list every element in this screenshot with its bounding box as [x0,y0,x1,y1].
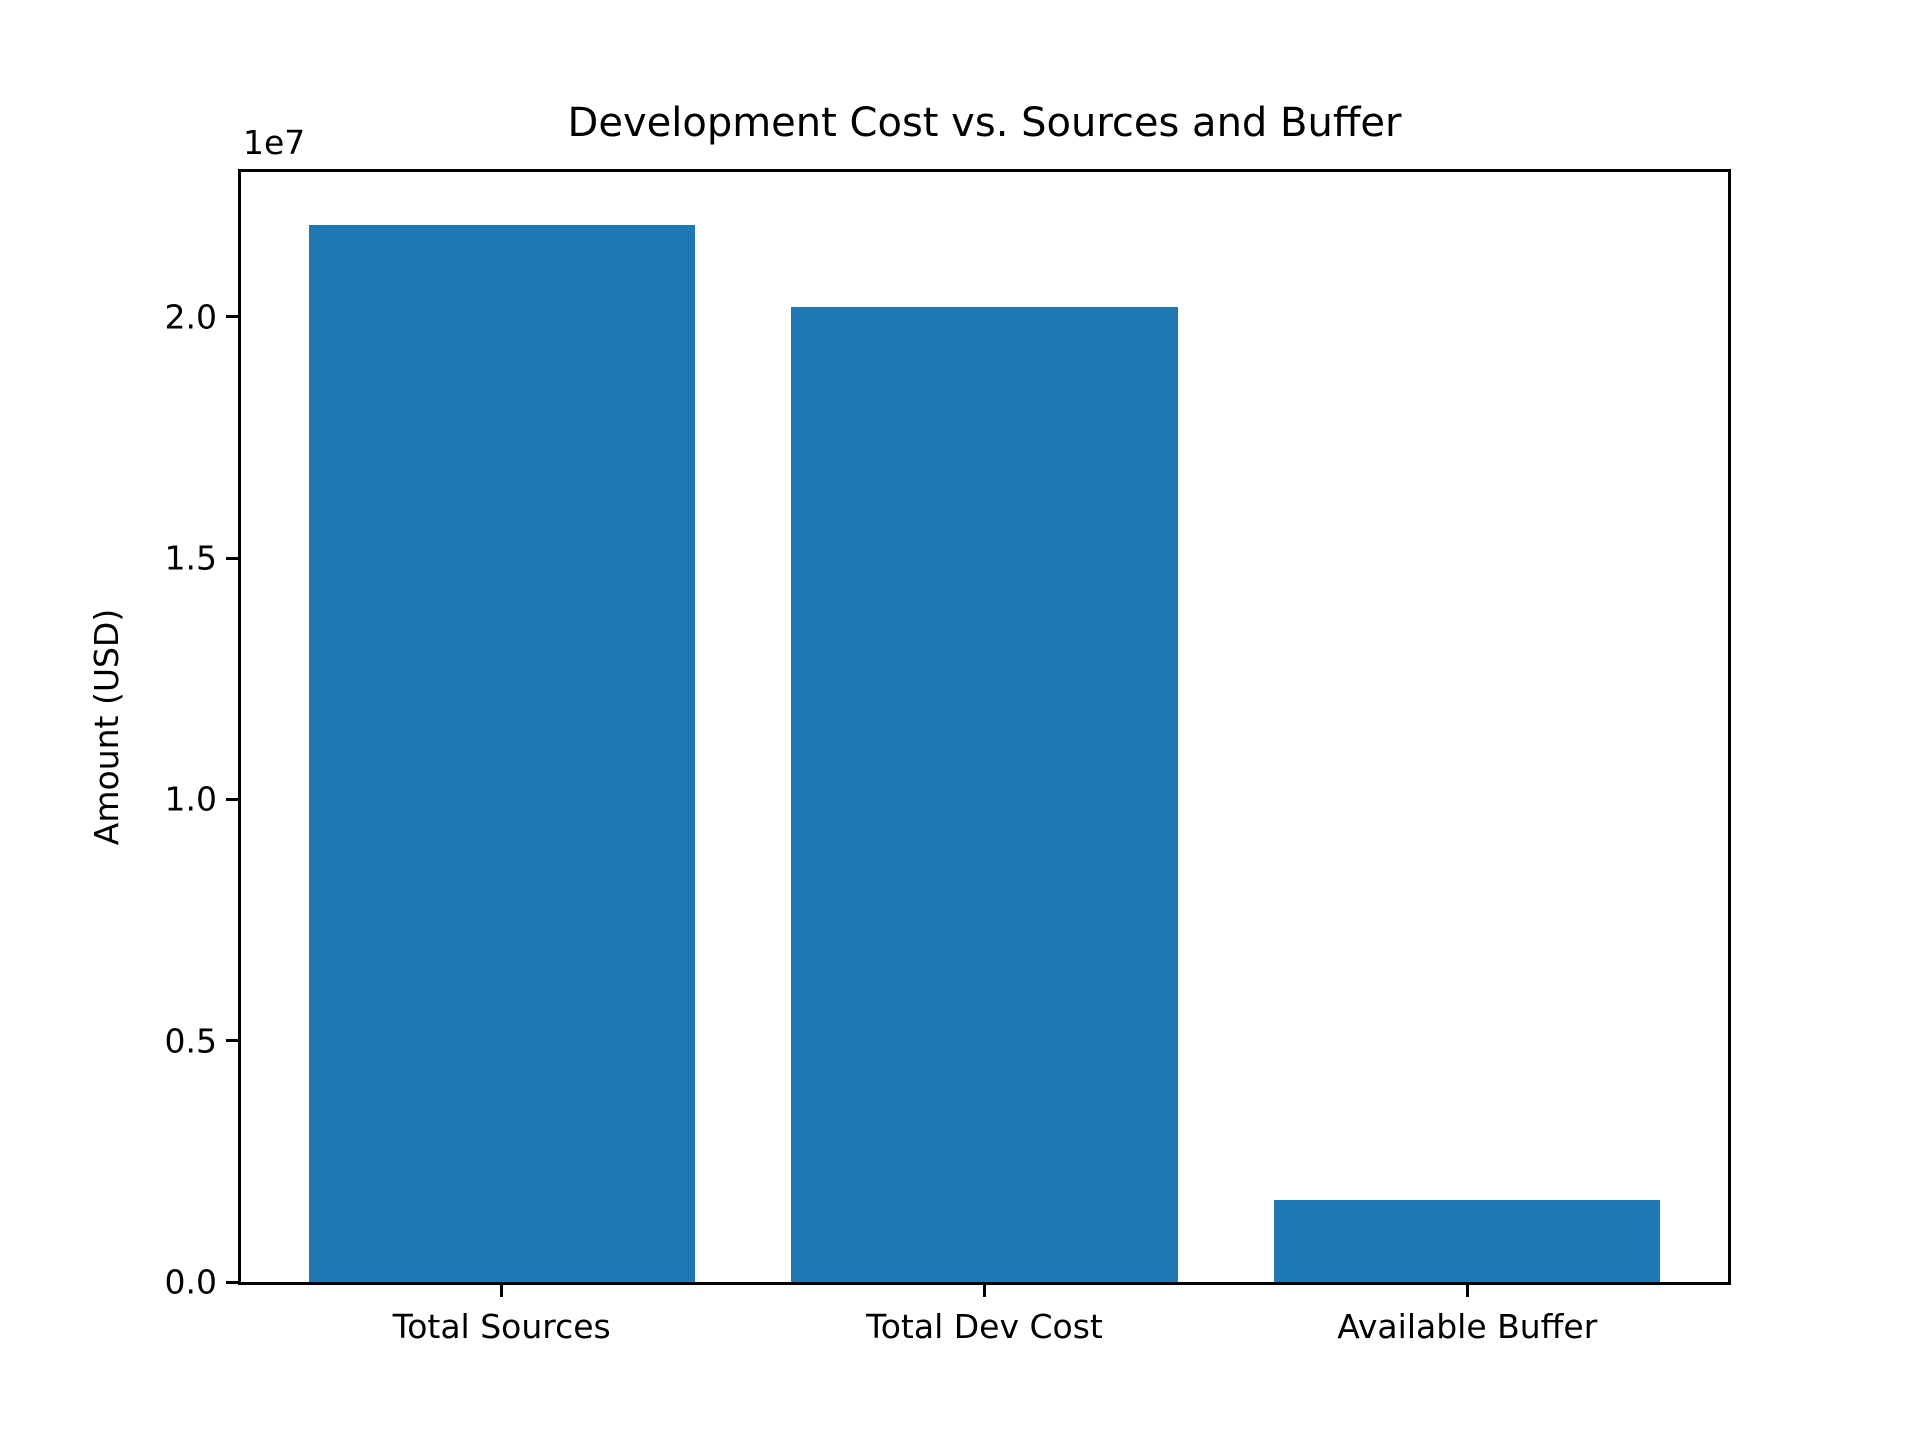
bar-available-buffer [1274,1199,1661,1282]
y-tick-label-0.5: 0.5 [164,1021,217,1061]
y-tick-mark [226,315,238,319]
x-tick-label-total-sources: Total Sources [392,1307,611,1346]
x-tick-mark [1465,1285,1469,1297]
y-axis-offset-text: 1e7 [243,123,306,162]
y-tick-mark [226,1280,238,1284]
bar-total-dev-cost [791,307,1178,1282]
y-tick-mark [226,797,238,801]
y-tick-label-1.0: 1.0 [164,779,217,819]
plot-area [238,169,1731,1285]
y-tick-label-1.5: 1.5 [164,538,217,578]
y-axis-label: Amount (USD) [87,608,126,846]
x-tick-label-available-buffer: Available Buffer [1337,1307,1598,1346]
x-tick-label-total-dev-cost: Total Dev Cost [866,1307,1103,1346]
x-tick-mark [983,1285,986,1297]
y-tick-label-0.0: 0.0 [164,1262,217,1302]
y-tick-mark [226,1039,238,1043]
chart-title: Development Cost vs. Sources and Buffer [567,100,1402,146]
x-tick-mark [500,1285,504,1297]
y-tick-mark [226,556,238,560]
y-tick-label-2.0: 2.0 [164,297,217,337]
bar-total-sources [308,225,695,1282]
